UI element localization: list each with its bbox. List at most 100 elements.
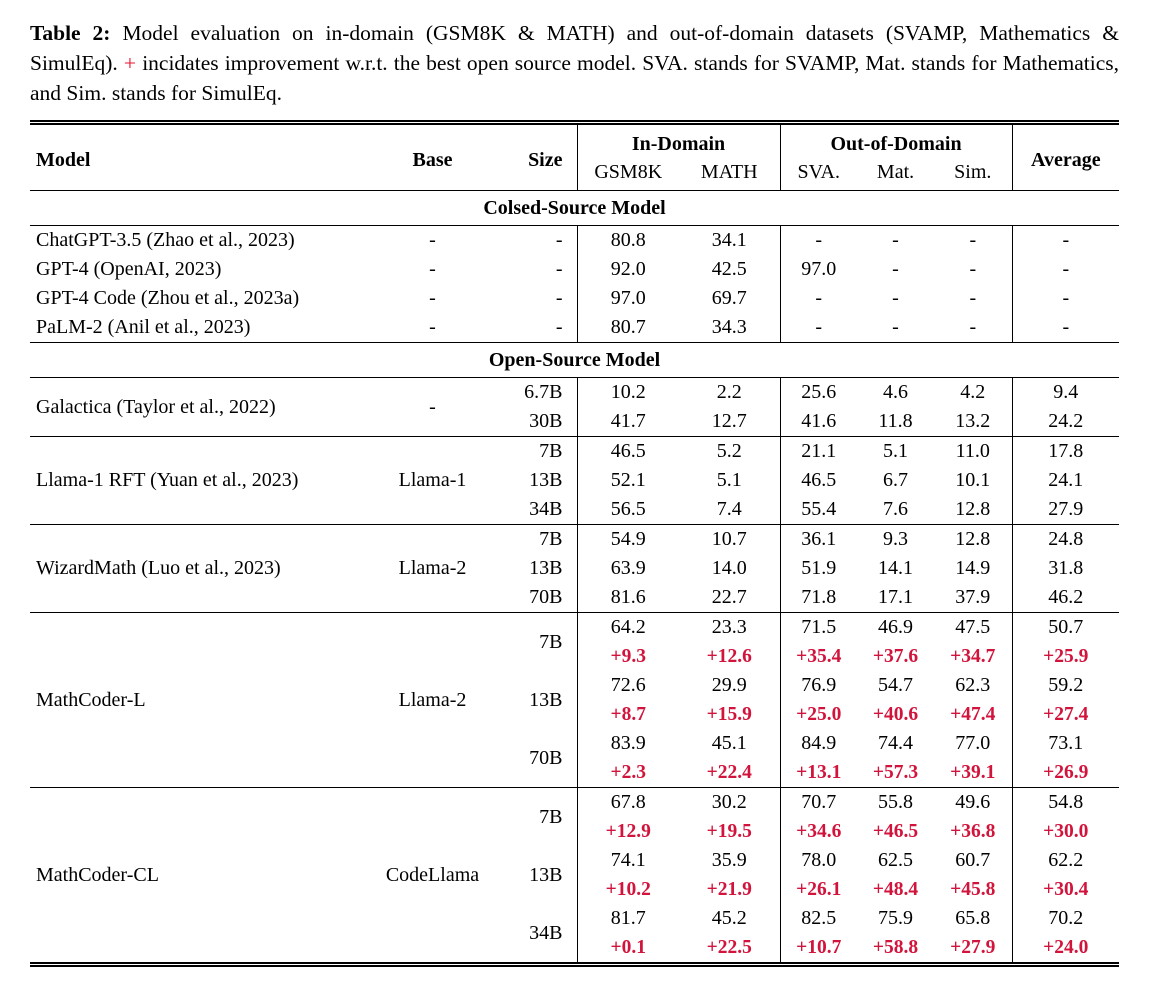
score-improvement-delta: +30.4 (1043, 879, 1089, 900)
score-value: 54.9 (610, 528, 646, 550)
caption-text-before-plus: Model evaluation on in-domain (GSM8K & M… (30, 21, 1119, 75)
cell-score: 11.0 (934, 436, 1013, 466)
cell-score: 62.5 +48.4 (857, 846, 934, 904)
cell-score: 46.5 (780, 466, 857, 495)
score-value: 80.7 (610, 316, 646, 338)
score-value: 78.0 (801, 849, 837, 871)
score-value: - (969, 316, 977, 338)
col-header-math: MATH (679, 158, 781, 191)
score-value: 42.5 (711, 258, 747, 280)
score-value: 45.2 (711, 907, 747, 929)
score-value: 63.9 (610, 557, 646, 579)
cell-score: 55.8 +46.5 (857, 787, 935, 846)
cell-size: 6.7B (495, 377, 578, 407)
score-value: 12.8 (955, 498, 991, 520)
score-value: 12.7 (711, 410, 747, 432)
score-value: - (815, 229, 823, 251)
score-improvement-delta: +19.5 (706, 821, 752, 842)
cell-score: 10.7 (679, 524, 781, 554)
score-improvement-delta: +35.4 (796, 646, 842, 667)
cell-score: - (780, 284, 857, 313)
cell-size: 34B (495, 904, 578, 965)
score-value: 97.0 (610, 287, 646, 309)
score-value: 41.7 (610, 410, 646, 432)
table-row: 30B 41.7 12.7 41.6 11.8 13.2 24.2 (30, 407, 1119, 437)
score-value: 46.2 (1048, 586, 1084, 608)
score-value: 24.1 (1048, 469, 1084, 491)
cell-score: 51.9 (780, 554, 857, 583)
score-value: 24.8 (1048, 528, 1084, 550)
col-header-gsm8k: GSM8K (577, 158, 679, 191)
cell-score: 23.3 +12.6 (679, 612, 781, 671)
cell-score: 17.8 (1012, 436, 1120, 466)
score-value: 46.5 (801, 469, 837, 491)
score-value: 17.8 (1048, 440, 1084, 462)
score-improvement-delta: +39.1 (950, 762, 996, 783)
table-header: Model Base Size In-Domain Out-of-Domain … (30, 122, 1119, 191)
score-value: - (969, 229, 977, 251)
cell-score: 74.4 +57.3 (857, 729, 934, 788)
score-value: 81.6 (610, 586, 646, 608)
score-value: 70.7 (801, 791, 837, 813)
score-value: 7.4 (716, 498, 742, 520)
score-improvement-delta: +26.1 (796, 879, 842, 900)
cell-score: 5.1 (857, 436, 935, 466)
cell-score: 2.2 (679, 377, 781, 407)
cell-score: 24.2 (1012, 407, 1119, 437)
score-improvement-delta: +2.3 (610, 762, 647, 783)
score-value: 4.2 (960, 381, 986, 403)
score-value: 4.6 (883, 381, 909, 403)
score-improvement-delta: +26.9 (1043, 762, 1089, 783)
col-group-in-domain: In-Domain (577, 122, 781, 159)
section-title: Colsed-Source Model (30, 190, 1120, 226)
table-row: 13B 63.9 14.0 51.9 14.1 14.9 31.8 (30, 554, 1119, 583)
score-value: 74.4 (878, 732, 914, 754)
score-value: 41.6 (801, 410, 837, 432)
cell-score: 64.2 +9.3 (577, 612, 679, 671)
cell-score: 80.8 (577, 226, 679, 256)
cell-model-name: WizardMath (Luo et al., 2023) (30, 524, 370, 613)
score-improvement-delta: +30.0 (1043, 821, 1089, 842)
cell-size: 70B (495, 729, 578, 788)
score-improvement-delta: +0.1 (610, 937, 647, 958)
score-value: 49.6 (955, 791, 991, 813)
cell-score: 24.1 (1012, 466, 1119, 495)
cell-score: - (857, 255, 934, 284)
cell-base-model: - (429, 395, 436, 418)
score-value: - (892, 258, 899, 280)
cell-size: 7B (495, 612, 578, 671)
score-value: - (969, 258, 977, 280)
score-improvement-delta: +10.7 (796, 937, 842, 958)
score-improvement-delta: +40.6 (872, 704, 919, 725)
score-value: - (1062, 287, 1070, 309)
score-value: 45.1 (711, 732, 747, 754)
score-value: 54.7 (878, 674, 914, 696)
cell-score: 21.1 (780, 436, 858, 466)
cell-size: 7B (495, 436, 578, 466)
cell-score: - (1012, 255, 1119, 284)
cell-score: 97.0 (577, 284, 679, 313)
cell-score: 62.2 +30.4 (1012, 846, 1119, 904)
cell-score: 10.2 (577, 378, 679, 408)
cell-score: 46.9 +37.6 (857, 612, 935, 671)
score-value: 71.5 (801, 616, 837, 638)
score-value: 22.7 (711, 586, 747, 608)
score-value: 60.7 (955, 849, 991, 871)
score-value: - (892, 287, 899, 309)
score-value: 54.8 (1048, 791, 1084, 813)
cell-score: 71.8 (780, 583, 857, 613)
cell-score: - (934, 225, 1013, 255)
cell-score: - (857, 313, 934, 343)
cell-score: 71.5 +35.4 (780, 612, 858, 671)
score-value: - (815, 287, 823, 309)
cell-size: - (495, 255, 578, 284)
cell-score: 14.9 (934, 554, 1013, 583)
cell-base-model: - (429, 229, 436, 251)
score-value: 34.3 (711, 316, 747, 338)
table-row: Llama-1 RFT (Yuan et al., 2023) Llama-1 7B… (30, 436, 1120, 525)
cell-size: 13B (495, 671, 578, 729)
cell-size: 70B (495, 583, 578, 613)
score-improvement-delta: +15.9 (706, 704, 752, 725)
cell-score: - (1012, 226, 1119, 256)
cell-score: 12.8 (934, 495, 1013, 525)
